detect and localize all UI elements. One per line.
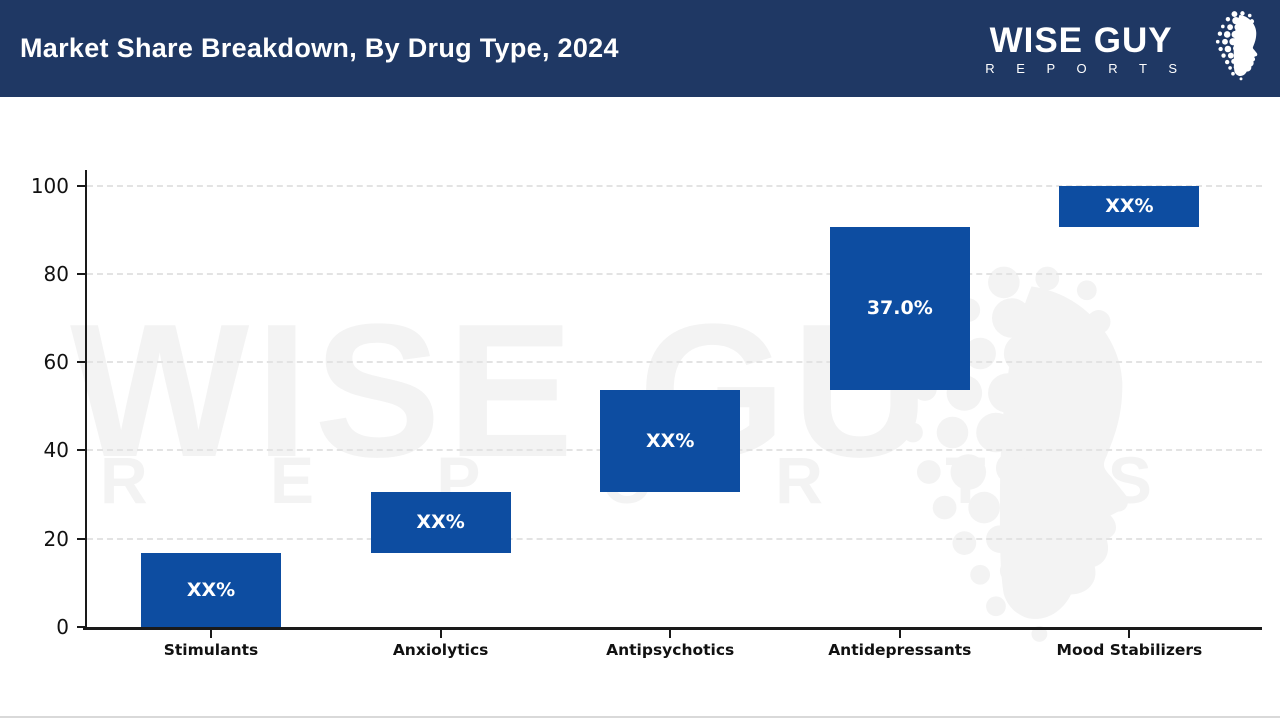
wiseguy-face-icon — [1215, 10, 1258, 80]
gridline — [87, 361, 1262, 364]
chart-title: Market Share Breakdown, By Drug Type, 20… — [20, 33, 619, 63]
bar-anxiolytics — [370, 491, 511, 553]
y-axis-tick — [77, 626, 85, 628]
bar-value-label: 37.0% — [866, 297, 933, 320]
y-axis-tick — [77, 537, 85, 540]
gridline — [87, 184, 1262, 187]
x-category-label: Stimulants — [163, 641, 259, 659]
logo-subtitle: R E P O R T S — [985, 60, 1186, 76]
y-tick-label: 20 — [43, 526, 69, 551]
y-axis-tick — [77, 184, 85, 187]
x-axis-line — [83, 627, 1262, 630]
bar-stimulants — [141, 552, 281, 627]
wiseguy-logo: WISE GUY R E P O R T S — [976, 9, 1262, 89]
x-axis-tick — [210, 630, 212, 638]
gridline — [87, 537, 1262, 540]
bar-mood-stabilizers — [1059, 185, 1200, 227]
bar-antipsychotics — [600, 389, 741, 492]
bar-value-label: XX% — [646, 429, 695, 452]
y-tick-label: 40 — [43, 438, 69, 463]
x-category-label: Antidepressants — [828, 641, 972, 659]
x-axis-tick — [439, 630, 442, 638]
y-axis-tick — [77, 361, 85, 364]
bottom-border — [0, 716, 1280, 718]
bar-value-label: XX% — [186, 578, 236, 601]
y-axis-tick — [77, 449, 85, 452]
x-category-label: Antipsychotics — [606, 641, 735, 659]
x-category-label: Mood Stabilizers — [1056, 641, 1203, 659]
header-bar: Market Share Breakdown, By Drug Type, 20… — [0, 0, 1280, 97]
y-axis-line — [85, 170, 87, 630]
y-tick-label: 0 — [56, 615, 69, 639]
gridline — [87, 272, 1262, 275]
x-category-label: Anxiolytics — [392, 641, 489, 659]
x-axis-tick — [669, 630, 672, 638]
y-tick-label: 60 — [43, 350, 69, 375]
y-axis-tick — [77, 272, 85, 275]
y-tick-label: 80 — [43, 261, 69, 286]
x-axis-tick — [1128, 630, 1131, 638]
bar-antidepressants — [829, 226, 970, 390]
y-tick-label: 100 — [30, 173, 69, 198]
x-axis-tick — [898, 630, 901, 638]
wiseguy-logo-text: WISE GUY R E P O R T S — [976, 23, 1186, 75]
bar-value-label: XX% — [416, 511, 465, 534]
bar-value-label: XX% — [1105, 195, 1154, 218]
logo-wordmark: WISE GUY — [989, 20, 1173, 60]
